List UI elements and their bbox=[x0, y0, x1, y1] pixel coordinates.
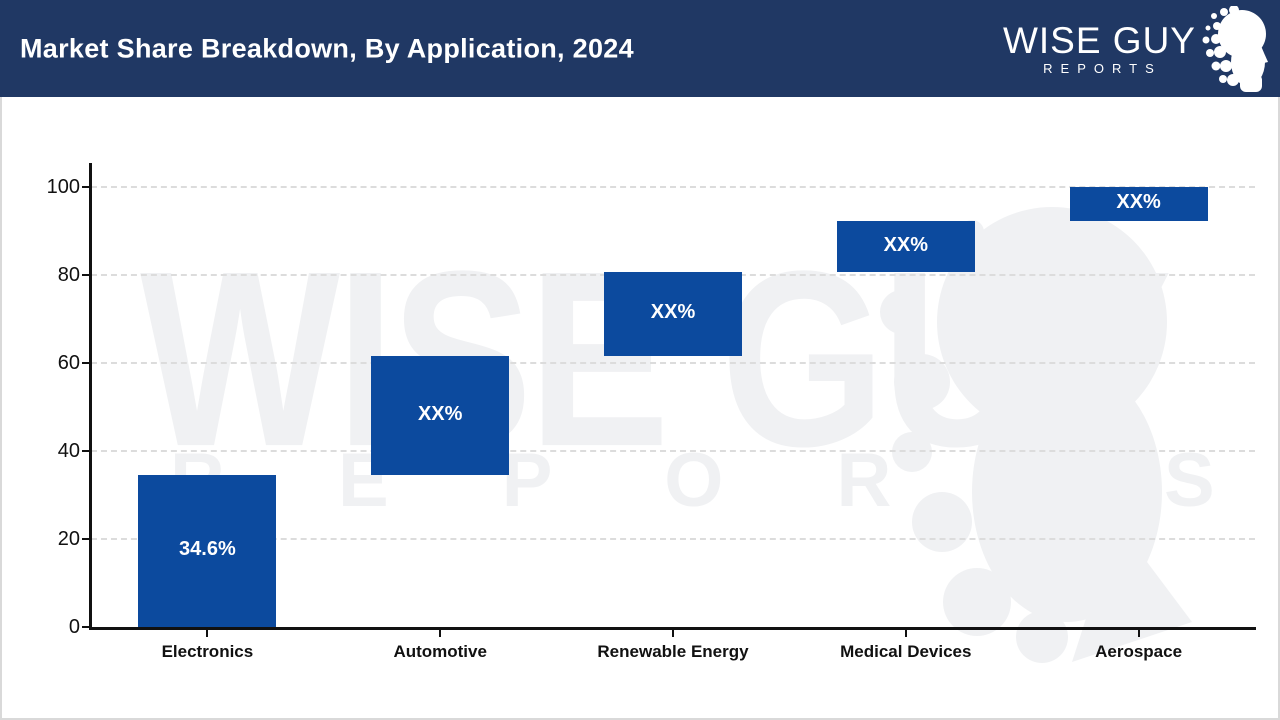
x-label-medical-devices: Medical Devices bbox=[840, 642, 972, 661]
y-tick-label-100: 100 bbox=[46, 176, 80, 198]
chart-panel: WISE GUY R E P O R T S 0 20 40 60 80 10 bbox=[0, 97, 1280, 720]
page-title: Market Share Breakdown, By Application, … bbox=[20, 33, 634, 63]
wiseguy-logo-wordmark: WISE GUY bbox=[1002, 19, 1196, 61]
x-tick-renewable-energy bbox=[672, 630, 674, 637]
wiseguy-logo-text: WISE GUY REPORTS bbox=[1002, 19, 1196, 77]
y-tick-label-20: 20 bbox=[57, 528, 80, 550]
bar-label-automotive: XX% bbox=[417, 402, 463, 425]
x-label-electronics: Electronics bbox=[161, 642, 254, 661]
x-tick-automotive bbox=[439, 630, 442, 637]
bar-renewable-energy: XX% bbox=[604, 272, 742, 357]
gridline-60 bbox=[91, 362, 1255, 364]
bar-automotive: XX% bbox=[371, 356, 510, 475]
gridline-40 bbox=[91, 450, 1255, 452]
bar-label-renewable-energy: XX% bbox=[650, 301, 696, 324]
wiseguy-logo-head-icon bbox=[1202, 6, 1268, 92]
y-axis-line bbox=[89, 163, 92, 630]
x-tick-medical-devices bbox=[904, 630, 907, 637]
watermark-wiseguy-text: WISE GUY bbox=[140, 218, 1172, 499]
x-label-renewable-energy: Renewable Energy bbox=[597, 642, 749, 661]
bar-label-electronics: 34.6% bbox=[179, 537, 236, 560]
y-tick-60 bbox=[82, 362, 89, 364]
y-tick-label-80: 80 bbox=[57, 264, 80, 286]
gridline-100 bbox=[91, 186, 1255, 188]
x-label-aerospace: Aerospace bbox=[1095, 642, 1183, 661]
chart-area: WISE GUY R E P O R T S 0 20 40 60 80 10 bbox=[2, 97, 1278, 718]
wiseguy-logo: WISE GUY REPORTS bbox=[1003, 6, 1268, 92]
bar-medical-devices: XX% bbox=[836, 220, 975, 273]
gridline-20 bbox=[91, 538, 1255, 540]
wiseguy-logo-subtitle: REPORTS bbox=[1043, 61, 1162, 77]
bar-label-medical-devices: XX% bbox=[883, 233, 929, 256]
x-label-automotive: Automotive bbox=[393, 642, 487, 661]
y-tick-40 bbox=[82, 450, 89, 452]
y-tick-80 bbox=[82, 274, 89, 276]
x-tick-electronics bbox=[206, 630, 209, 637]
x-axis-line bbox=[89, 627, 1256, 630]
y-tick-label-40: 40 bbox=[57, 440, 80, 462]
y-tick-label-60: 60 bbox=[57, 352, 80, 374]
x-tick-aerospace bbox=[1137, 630, 1140, 637]
bar-electronics: 34.6% bbox=[138, 474, 277, 627]
header-bar: Market Share Breakdown, By Application, … bbox=[0, 0, 1280, 97]
bar-aerospace: XX% bbox=[1069, 187, 1208, 221]
y-tick-label-0: 0 bbox=[68, 616, 80, 638]
y-tick-0 bbox=[82, 626, 89, 628]
y-tick-100 bbox=[82, 186, 89, 188]
bar-label-aerospace: XX% bbox=[1116, 190, 1161, 213]
y-tick-20 bbox=[82, 538, 89, 540]
